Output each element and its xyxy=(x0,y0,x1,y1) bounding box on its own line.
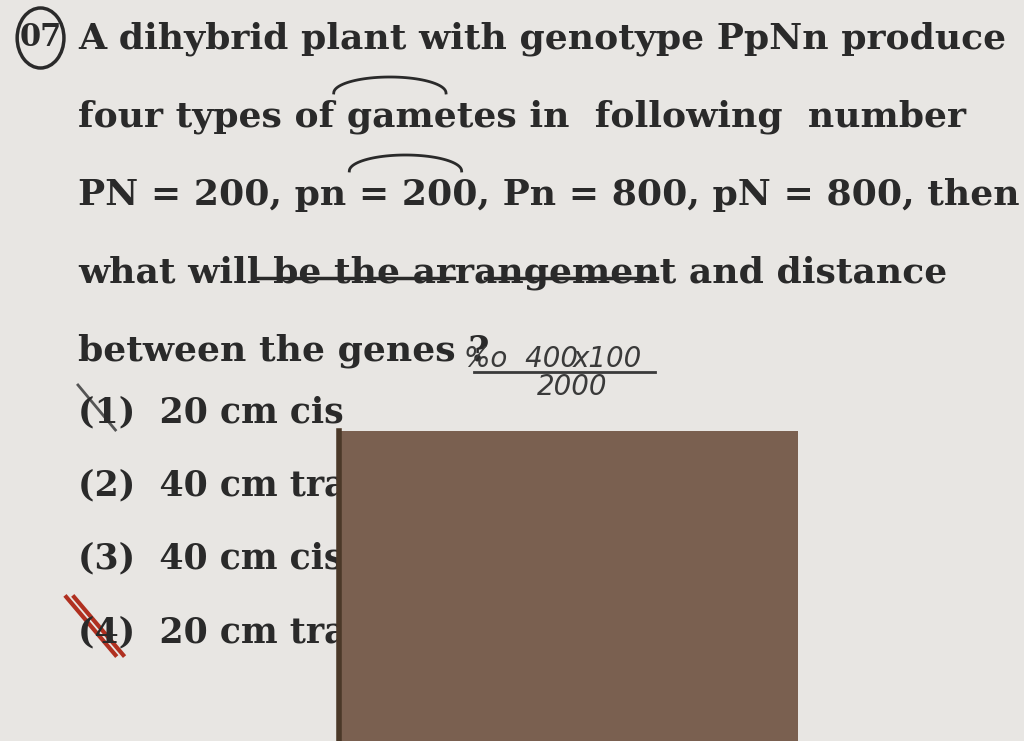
Text: x100: x100 xyxy=(573,345,642,373)
Text: (1)  20 cm cis: (1) 20 cm cis xyxy=(78,395,344,429)
Text: PN = 200, pn = 200, Pn = 800, pN = 800, then: PN = 200, pn = 200, Pn = 800, pN = 800, … xyxy=(78,178,1020,212)
Text: A dihybrid plant with genotype PpNn produce: A dihybrid plant with genotype PpNn prod… xyxy=(78,22,1007,56)
Text: between the genes ?: between the genes ? xyxy=(78,334,489,368)
Text: four types of gametes in  following  number: four types of gametes in following numbe… xyxy=(78,100,966,135)
Text: %o  400: %o 400 xyxy=(464,345,578,373)
Text: (3)  40 cm cis: (3) 40 cm cis xyxy=(78,541,343,575)
Bar xyxy=(339,431,799,741)
Text: (2)  40 cm trans: (2) 40 cm trans xyxy=(78,468,391,502)
Text: 2000: 2000 xyxy=(537,373,607,401)
Text: what will be the arrangement and distance: what will be the arrangement and distanc… xyxy=(78,256,947,290)
Text: 20: 20 xyxy=(639,440,685,474)
Text: (4)  20 cm trans: (4) 20 cm trans xyxy=(78,615,391,649)
Text: 07: 07 xyxy=(19,22,61,53)
